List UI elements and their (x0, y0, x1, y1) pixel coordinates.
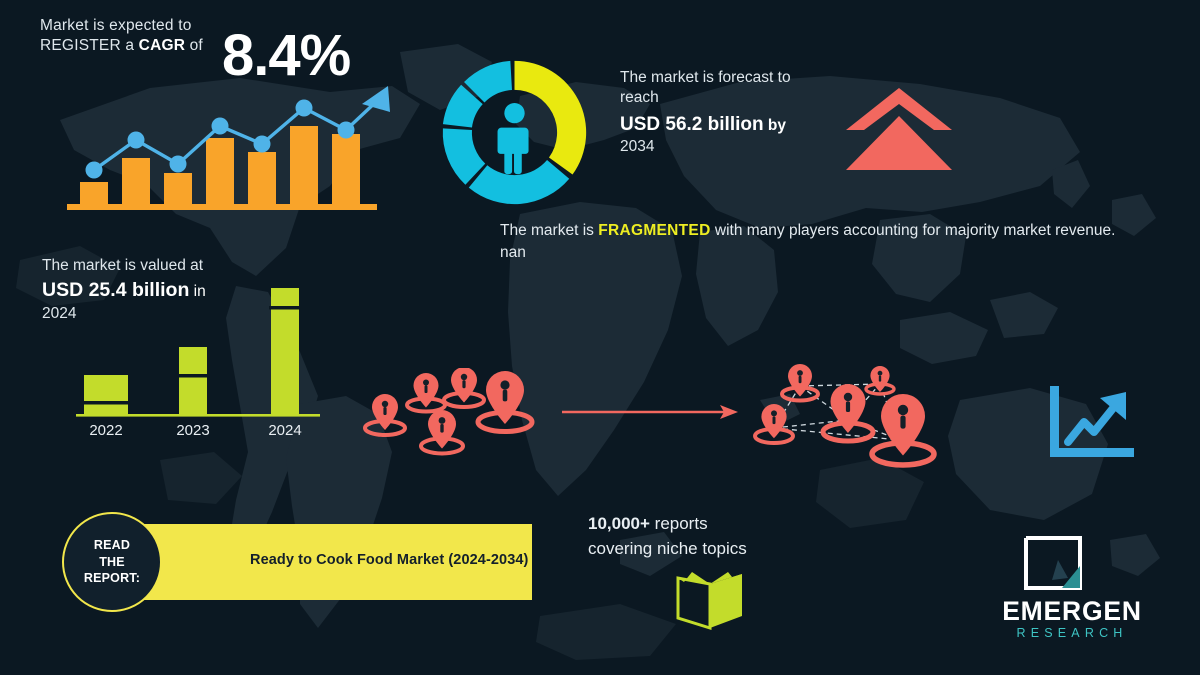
reports-count: 10,000+ (588, 514, 650, 533)
chart-bars (80, 126, 360, 204)
person-icon (497, 102, 529, 175)
market-value-year: 2024 (42, 305, 77, 323)
value-chart-tick-labels: 2022 2023 2024 (89, 422, 301, 439)
reports-line2: covering niche topics (588, 538, 747, 558)
open-book-icon (676, 572, 742, 631)
growth-chart-icon (1050, 386, 1134, 457)
logo-subtitle: RESEARCH (1016, 626, 1128, 640)
fragmentation-pre: The market is (500, 222, 599, 239)
donut-segments (442, 60, 587, 205)
square-bracket-logo-icon (1024, 536, 1082, 590)
market-value-amount-row: USD 25.4 billion in (42, 278, 302, 304)
market-value-in: in (189, 283, 206, 301)
value-chart-tick-2024: 2024 (268, 422, 301, 439)
market-value-chart: 2022 2023 2024 (76, 288, 320, 439)
forecast-amount: USD 56.2 billion (620, 113, 764, 135)
cagr-growth-chart (67, 86, 390, 210)
map-pin-cluster-icon (363, 368, 535, 456)
chart-markers (85, 99, 355, 179)
value-chart-baseline (76, 414, 320, 417)
forecast-by: by (763, 116, 786, 134)
reports-line1-rest: reports (649, 514, 708, 533)
emergen-research-logo: EMERGEN RESEARCH (986, 534, 1158, 646)
cagr-caption-line2-post: of (185, 37, 203, 55)
right-arrow-icon (562, 405, 738, 419)
market-value-caption: The market is valued at USD 25.4 billion… (42, 256, 302, 325)
chart-baseline (67, 204, 377, 210)
forecast-caption: The market is forecast to reach USD 56.2… (620, 68, 860, 157)
double-up-arrow-icon (846, 88, 952, 170)
cta-circle-label: READ THE REPORT: (83, 538, 141, 586)
value-chart-bars (82, 288, 301, 415)
value-chart-tick-2022: 2022 (89, 422, 122, 439)
cagr-caption-line2: REGISTER a CAGR of (40, 36, 250, 56)
cagr-caption-bold: CAGR (138, 37, 186, 55)
cta-circle[interactable]: READ THE REPORT: (62, 512, 162, 612)
reports-caption: 10,000+ reports covering niche topics (588, 512, 838, 561)
read-the-report-cta[interactable]: Ready to Cook Food Market (2024-2034) RE… (62, 512, 532, 612)
fragmentation-highlight: FRAGMENTED (598, 222, 711, 239)
fragmentation-post: with many players accounting for majorit… (500, 222, 1116, 262)
chart-trend-arrow (362, 86, 390, 112)
cagr-value: 8.4% (222, 23, 351, 88)
cagr-caption-line1: Market is expected to (40, 17, 192, 34)
forecast-line1: The market is forecast to (620, 69, 791, 86)
fragmentation-statement: The market is FRAGMENTED with many playe… (500, 220, 1140, 265)
connected-map-pin-network-icon (753, 364, 937, 468)
market-value-amount: USD 25.4 billion (42, 279, 190, 302)
forecast-year: 2034 (620, 137, 655, 155)
report-title: Ready to Cook Food Market (2024-2034) (250, 552, 529, 568)
value-chart-tick-2023: 2023 (176, 422, 209, 439)
cagr-caption: Market is expected to REGISTER a CAGR of (40, 16, 250, 57)
logo-wordmark: EMERGEN (1002, 596, 1142, 626)
market-value-line1: The market is valued at (42, 257, 204, 274)
forecast-line2: reach (620, 89, 659, 107)
reports-line1: 10,000+ reports (588, 512, 838, 537)
cagr-caption-line2-pre: REGISTER a (40, 37, 139, 55)
share-donut-chart (442, 60, 587, 205)
forecast-amount-row: USD 56.2 billion by (620, 112, 860, 137)
cta-banner[interactable]: Ready to Cook Food Market (2024-2034) (142, 524, 532, 600)
